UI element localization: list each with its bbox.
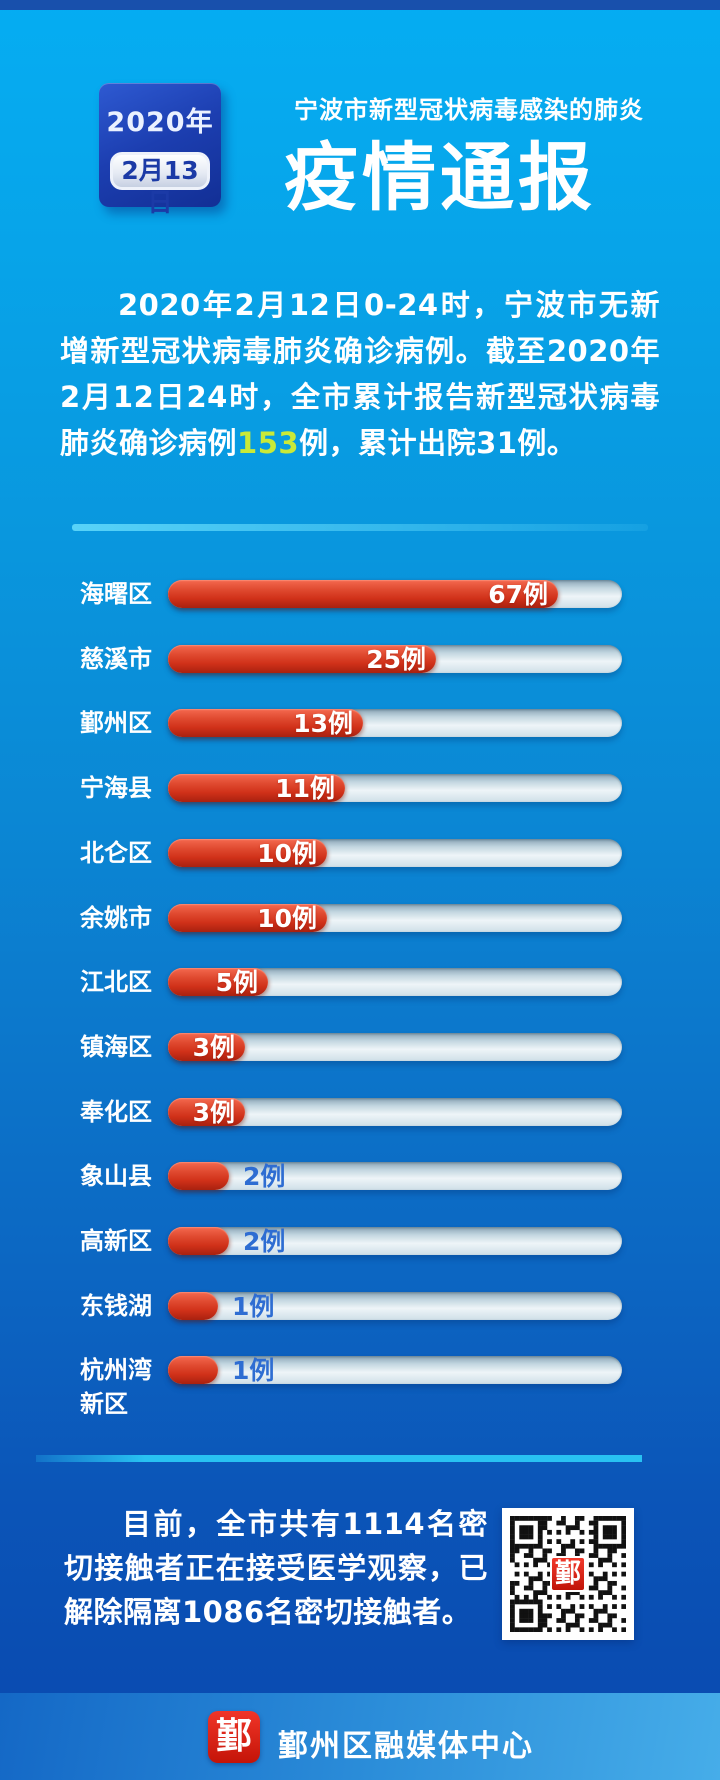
region-label: 宁海县 bbox=[80, 774, 152, 802]
bar-fill: 11例 bbox=[168, 774, 345, 803]
bar-row: 鄞州区 13例 bbox=[80, 709, 640, 738]
bar-track: 1例 bbox=[168, 1356, 622, 1385]
bar-value-label: 3例 bbox=[192, 1098, 235, 1127]
bar-row: 镇海区 3例 bbox=[80, 1033, 640, 1062]
bar-row: 宁海县 11例 bbox=[80, 774, 640, 803]
top-accent-bar bbox=[0, 0, 720, 10]
date-day-pill: 2月13日 bbox=[110, 152, 210, 217]
footer-bar: 鄞 鄞州区融媒体中心 bbox=[0, 1693, 720, 1780]
bar-fill: 3例 bbox=[168, 1033, 245, 1062]
bar-track: 1例 bbox=[168, 1292, 622, 1321]
region-label: 杭州湾新区 bbox=[80, 1356, 152, 1418]
bar-value-label: 13例 bbox=[293, 709, 353, 738]
bar-value-label: 10例 bbox=[257, 839, 317, 868]
bar-value-label: 67例 bbox=[488, 580, 548, 609]
region-label: 象山县 bbox=[80, 1162, 152, 1190]
region-label: 余姚市 bbox=[80, 904, 152, 932]
region-label: 镇海区 bbox=[80, 1033, 152, 1061]
bar-fill: 67例 bbox=[168, 580, 558, 609]
bar-value-label: 2例 bbox=[243, 1162, 286, 1191]
bar-value-label: 25例 bbox=[366, 645, 426, 674]
bar-row: 余姚市 10例 bbox=[80, 904, 640, 933]
region-label: 奉化区 bbox=[80, 1098, 152, 1126]
region-label: 海曙区 bbox=[80, 580, 152, 608]
bar-fill: 5例 bbox=[168, 968, 268, 997]
summary-text-before: 2020年2月12日0-24时，宁波市无新增新型冠状病毒肺炎确诊病例。截至202… bbox=[60, 288, 660, 460]
bar-row: 江北区 5例 bbox=[80, 968, 640, 997]
region-label: 慈溪市 bbox=[80, 645, 152, 673]
qr-code-image: 鄞 bbox=[502, 1508, 634, 1640]
note-accent-line bbox=[36, 1455, 642, 1462]
bar-value-label: 5例 bbox=[215, 968, 258, 997]
bar-track: 67例 bbox=[168, 580, 622, 609]
bar-track: 10例 bbox=[168, 904, 622, 933]
date-year: 2020年 bbox=[106, 107, 214, 138]
bar-row: 象山县 2例 bbox=[80, 1162, 640, 1191]
media-center-logo: 鄞 bbox=[208, 1711, 260, 1763]
bar-fill: 10例 bbox=[168, 904, 327, 933]
section-divider bbox=[72, 524, 648, 531]
bar-row: 奉化区 3例 bbox=[80, 1098, 640, 1127]
region-label: 鄞州区 bbox=[80, 709, 152, 737]
region-label: 东钱湖 bbox=[80, 1292, 152, 1320]
bar-fill: 10例 bbox=[168, 839, 327, 868]
bar-fill bbox=[168, 1227, 229, 1255]
bar-fill: 25例 bbox=[168, 645, 436, 674]
bar-track: 3例 bbox=[168, 1098, 622, 1127]
bar-fill bbox=[168, 1162, 229, 1190]
bar-track: 2例 bbox=[168, 1162, 622, 1191]
bar-row: 杭州湾新区 1例 bbox=[80, 1356, 640, 1418]
bar-track: 3例 bbox=[168, 1033, 622, 1062]
bar-row: 高新区 2例 bbox=[80, 1227, 640, 1256]
close-contacts-note: 目前，全市共有1114名密切接触者正在接受医学观察，已解除隔离1086名密切接触… bbox=[64, 1507, 488, 1629]
bar-value-label: 1例 bbox=[232, 1292, 275, 1321]
bar-fill bbox=[168, 1356, 218, 1384]
bar-track: 13例 bbox=[168, 709, 622, 738]
region-label: 北仑区 bbox=[80, 839, 152, 867]
bar-track: 5例 bbox=[168, 968, 622, 997]
bar-row: 慈溪市 25例 bbox=[80, 645, 640, 674]
qr-center-logo: 鄞 bbox=[550, 1556, 586, 1592]
bar-fill bbox=[168, 1292, 218, 1320]
media-center-name: 鄞州区融媒体中心 bbox=[278, 1729, 534, 1764]
bar-value-label: 10例 bbox=[257, 904, 317, 933]
region-label: 高新区 bbox=[80, 1227, 152, 1255]
bar-fill: 13例 bbox=[168, 709, 363, 738]
bar-track: 2例 bbox=[168, 1227, 622, 1256]
bar-value-label: 11例 bbox=[275, 774, 335, 803]
bar-track: 11例 bbox=[168, 774, 622, 803]
report-subtitle: 宁波市新型冠状病毒感染的肺炎 bbox=[294, 96, 644, 124]
summary-text-after: 例，累计出院31例。 bbox=[299, 426, 577, 460]
bar-row: 海曙区 67例 bbox=[80, 580, 640, 609]
bar-fill: 3例 bbox=[168, 1098, 245, 1127]
bar-row: 北仑区 10例 bbox=[80, 839, 640, 868]
summary-paragraph: 2020年2月12日0-24时，宁波市无新增新型冠状病毒肺炎确诊病例。截至202… bbox=[60, 282, 660, 466]
summary-highlight-number: 153 bbox=[237, 426, 300, 460]
bar-value-label: 3例 bbox=[192, 1033, 235, 1062]
bar-value-label: 2例 bbox=[243, 1227, 286, 1256]
date-badge: 2020年 2月13日 bbox=[99, 83, 221, 217]
region-label: 江北区 bbox=[80, 968, 152, 996]
page-title: 疫情通报 bbox=[284, 135, 596, 221]
bar-row: 东钱湖 1例 bbox=[80, 1292, 640, 1321]
bar-value-label: 1例 bbox=[232, 1356, 275, 1385]
qr-pattern bbox=[510, 1516, 626, 1632]
bar-track: 25例 bbox=[168, 645, 622, 674]
bar-track: 10例 bbox=[168, 839, 622, 868]
